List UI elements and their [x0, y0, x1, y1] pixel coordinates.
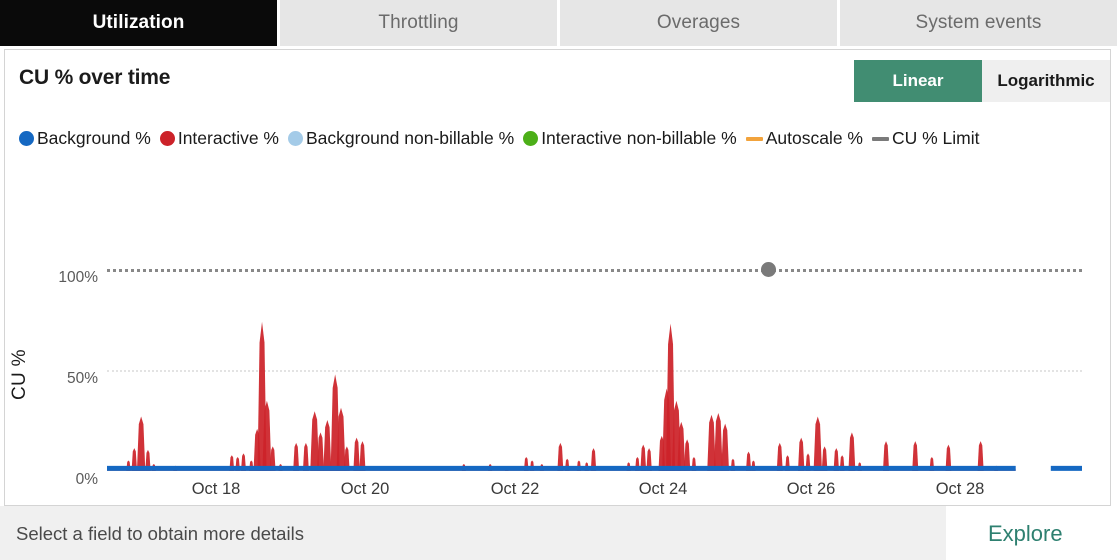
- y-tick-label: 0%: [75, 471, 98, 488]
- legend-line-icon: [872, 136, 889, 141]
- x-tick-label: Oct 24: [638, 480, 688, 498]
- tab-system-events[interactable]: System events: [840, 0, 1117, 46]
- tab-throttling[interactable]: Throttling: [280, 0, 557, 46]
- plot-area: CU % 100% 50% 0% Oct 18 Oct 20 Oct 22 Oc…: [5, 160, 1112, 507]
- scale-linear-label: Linear: [892, 71, 944, 90]
- legend-label: Autoscale %: [765, 128, 863, 148]
- tab-label: Utilization: [92, 12, 185, 33]
- explore-button[interactable]: Explore: [988, 521, 1063, 546]
- legend-line-icon: [745, 136, 763, 141]
- chart-card: CU % over time Linear Logarithmic Backgr…: [4, 49, 1112, 545]
- legend-dot-icon: [287, 131, 303, 146]
- legend-dot-icon: [159, 131, 175, 146]
- x-tick-label: Oct 18: [191, 480, 241, 498]
- tab-overages[interactable]: Overages: [560, 0, 837, 46]
- y-axis-title: CU %: [9, 349, 30, 400]
- legend-label: Background non-billable %: [305, 128, 515, 148]
- tabstrip: Utilization Throttling Overages System e…: [0, 0, 1117, 46]
- scale-logarithmic-button[interactable]: Logarithmic: [982, 60, 1110, 102]
- x-tick-label: Oct 20: [340, 480, 390, 498]
- tab-label: Throttling: [378, 12, 459, 33]
- legend-item-autoscale[interactable]: Autoscale %: [745, 128, 863, 149]
- legend-label: CU % Limit: [892, 128, 980, 148]
- plot-canvas: [107, 262, 1082, 471]
- legend-item-background-non-billable[interactable]: Background non-billable %: [287, 128, 515, 149]
- legend-dot-icon: [523, 131, 539, 146]
- legend-label: Interactive non-billable %: [541, 128, 737, 148]
- footer-bar: Select a field to obtain more details Ex…: [0, 506, 1117, 560]
- legend-item-interactive[interactable]: Interactive %: [159, 128, 279, 149]
- legend-item-cu-limit[interactable]: CU % Limit: [872, 128, 980, 149]
- scale-logarithmic-label: Logarithmic: [997, 71, 1095, 90]
- legend-label: Background %: [37, 128, 151, 148]
- scale-toggle: Linear Logarithmic: [854, 60, 1110, 102]
- cu-limit-gridline: [107, 269, 1082, 272]
- legend-label: Interactive %: [177, 128, 279, 148]
- legend-item-interactive-non-billable[interactable]: Interactive non-billable %: [523, 128, 737, 149]
- tab-utilization[interactable]: Utilization: [0, 0, 277, 46]
- chart-legend: Background % Interactive % Background no…: [19, 128, 989, 149]
- scale-linear-button[interactable]: Linear: [854, 60, 982, 102]
- tab-label: Overages: [656, 12, 741, 33]
- y-tick-label: 50%: [66, 370, 98, 387]
- footer-hint-text: Select a field to obtain more details: [16, 523, 304, 544]
- x-tick-label: Oct 28: [935, 480, 985, 498]
- x-tick-label: Oct 26: [786, 480, 836, 498]
- gridline-50: [107, 370, 1082, 372]
- legend-dot-icon: [19, 131, 34, 146]
- tab-label: System events: [915, 12, 1042, 33]
- page-title: CU % over time: [19, 66, 171, 89]
- legend-item-background[interactable]: Background %: [19, 128, 151, 149]
- y-tick-label: 100%: [58, 269, 98, 286]
- x-tick-label: Oct 22: [490, 480, 540, 498]
- series-svg: [107, 321, 1082, 471]
- cu-limit-marker[interactable]: [761, 262, 776, 277]
- footer-hint-background: [0, 506, 946, 560]
- x-axis-ticks: Oct 18 Oct 20 Oct 22 Oct 24 Oct 26 Oct 2…: [107, 480, 1082, 504]
